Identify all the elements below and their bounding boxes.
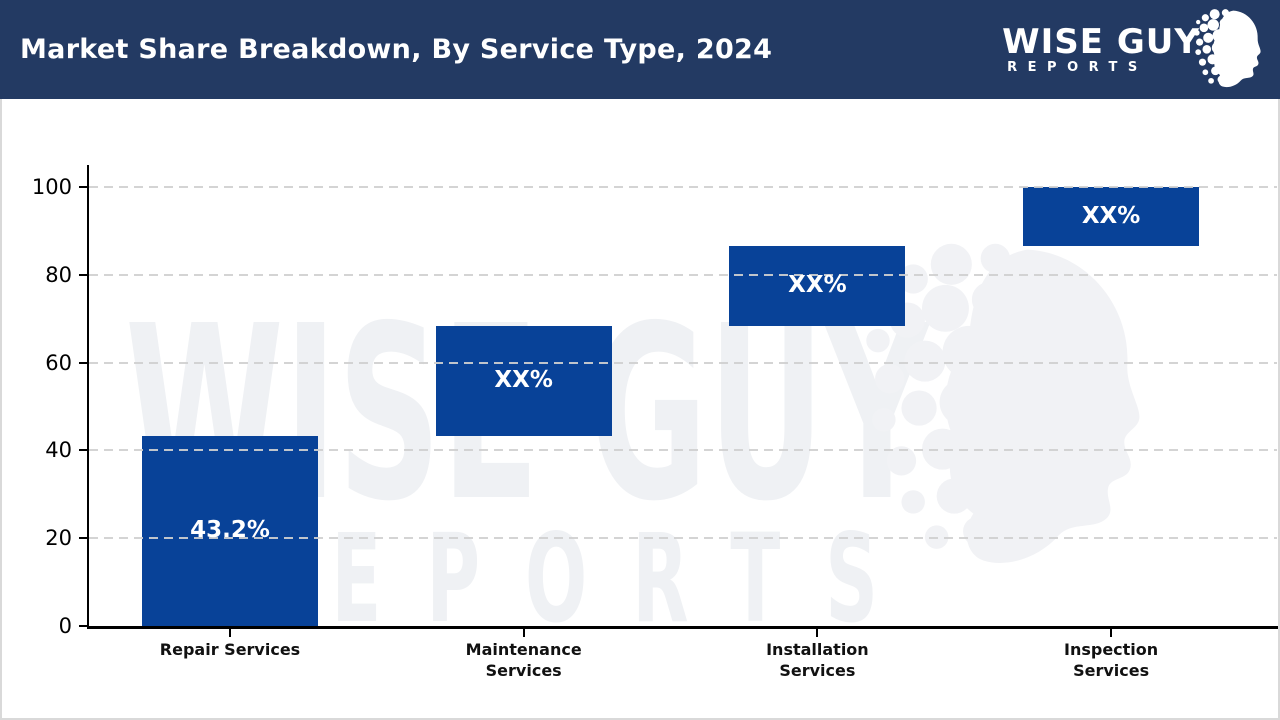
bar-value-label-repair-services: 43.2% [190, 517, 270, 544]
y-tick-20 [79, 537, 87, 540]
gridline-80 [89, 273, 1277, 276]
y-axis-line [87, 165, 89, 628]
gridline-100 [89, 186, 1277, 188]
x-axis-line [87, 626, 1279, 629]
y-tick-0 [79, 625, 87, 627]
y-tick-label-80: 80 [45, 262, 72, 287]
bar-value-label-installation-services: XX% [788, 271, 847, 298]
logo-line2: REPORTS [1007, 60, 1148, 76]
y-tick-label-40: 40 [45, 438, 72, 463]
y-tick-label-60: 60 [45, 350, 72, 375]
x-tick-label-installation-services: Installation Services [766, 640, 869, 680]
x-tick-label-maintenance-services: Maintenance Services [465, 640, 582, 680]
x-tick-installation-services [816, 629, 819, 637]
logo-head-icon [1188, 7, 1270, 93]
x-tick-repair-services [229, 629, 231, 637]
gridline-20 [89, 537, 1277, 540]
bar-value-label-inspection-services: XX% [1081, 202, 1141, 229]
bar-value-label-maintenance-services: XX% [494, 367, 553, 394]
logo-line1: WISE GUY [1002, 21, 1200, 62]
header-bar: Market Share Breakdown, By Service Type,… [0, 0, 1280, 99]
gridline-40 [89, 449, 1277, 452]
chart-area: WISE GUY REPORTS 0 20 40 60 80 100 43.2% Repair… [0, 99, 1280, 720]
x-tick-label-inspection-services: Inspection Services [1064, 640, 1159, 680]
wiseguy-logo: WISE GUY REPORTS [1002, 6, 1270, 94]
chart-title: Market Share Breakdown, By Service Type,… [20, 34, 773, 65]
bar-inspection-services [1023, 187, 1200, 247]
y-tick-60 [79, 361, 87, 364]
y-tick-label-100: 100 [31, 175, 72, 199]
y-tick-100 [79, 186, 87, 188]
y-tick-label-0: 0 [58, 614, 72, 638]
x-tick-inspection-services [1110, 629, 1113, 637]
gridline-60 [89, 361, 1277, 364]
bar-maintenance-services [435, 325, 612, 437]
bar-installation-services [729, 246, 906, 326]
plot: 0 20 40 60 80 100 43.2% Repair Services XX% Maint… [0, 99, 1280, 720]
logo-wordmark: WISE GUY REPORTS [1002, 21, 1200, 76]
y-tick-40 [79, 449, 87, 452]
bar-repair-services [142, 436, 318, 626]
x-tick-label-repair-services: Repair Services [159, 640, 301, 659]
y-tick-80 [79, 273, 87, 276]
x-tick-maintenance-services [522, 629, 525, 637]
y-tick-label-20: 20 [45, 526, 72, 551]
